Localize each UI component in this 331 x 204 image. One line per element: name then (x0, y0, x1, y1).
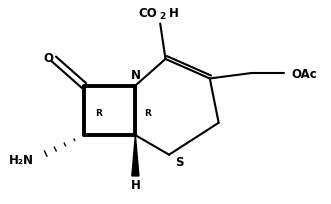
Text: H: H (130, 178, 140, 191)
Text: S: S (175, 155, 184, 169)
Text: R: R (95, 108, 102, 117)
Text: H: H (169, 7, 179, 20)
Text: 2: 2 (159, 12, 165, 21)
Text: H₂N: H₂N (9, 154, 34, 167)
Text: R: R (144, 108, 151, 117)
Text: OAc: OAc (291, 67, 317, 80)
Text: CO: CO (138, 7, 157, 20)
Text: N: N (131, 69, 141, 82)
Polygon shape (132, 135, 139, 176)
Text: O: O (44, 51, 54, 64)
